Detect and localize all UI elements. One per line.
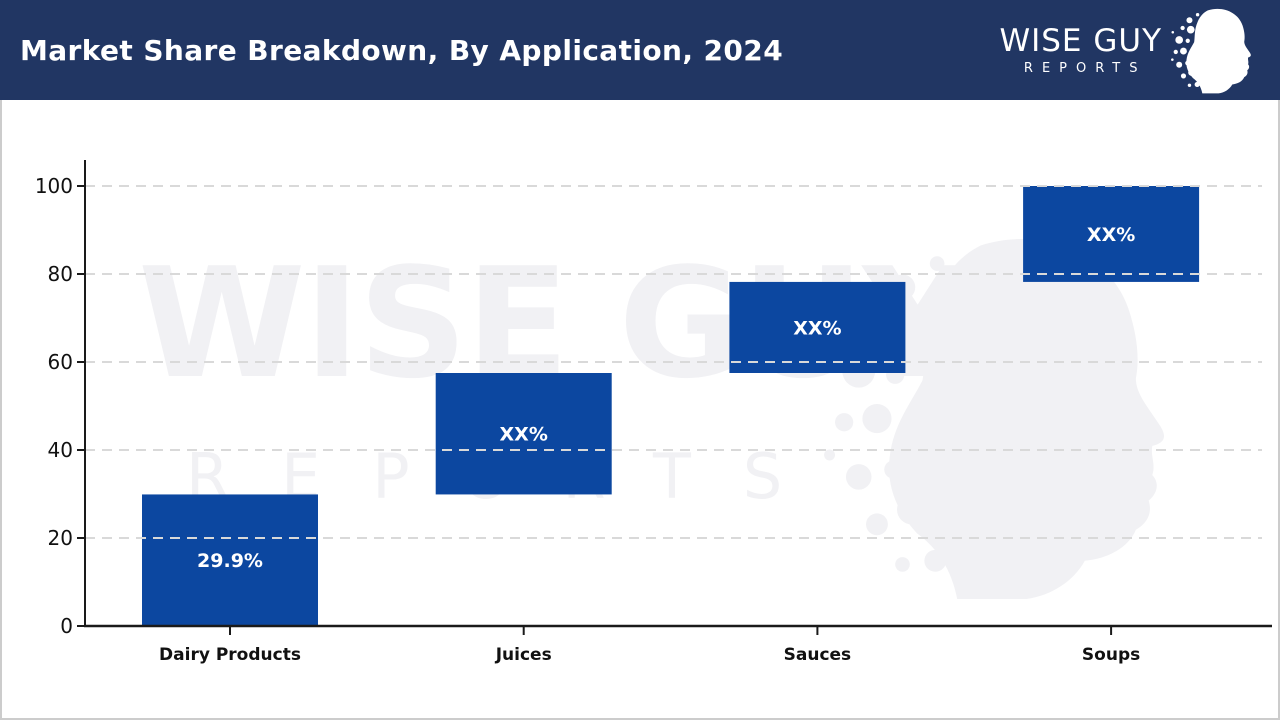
bar-value-label: XX%: [1087, 224, 1135, 246]
bar-value-label: XX%: [500, 424, 548, 446]
x-tick-label: Sauces: [784, 645, 852, 665]
x-tick-label: Dairy Products: [159, 645, 301, 665]
x-tick-label: Juices: [495, 645, 552, 665]
logo-name: WISE GUY: [999, 22, 1162, 59]
y-tick-label: 60: [48, 350, 73, 374]
logo-text: WISE GUY REPORTS: [999, 22, 1162, 76]
x-tick-label: Soups: [1082, 645, 1140, 665]
y-tick-label: 100: [35, 174, 73, 198]
logo-subtitle: REPORTS: [1023, 60, 1147, 76]
wiseguy-face-icon: [1171, 8, 1251, 94]
page-border-right: [1278, 100, 1280, 720]
page-border-left: [0, 100, 2, 720]
y-tick-label: 40: [48, 438, 73, 462]
bar: [435, 373, 612, 495]
chart-title: Market Share Breakdown, By Application, …: [20, 33, 784, 67]
bar: [1023, 186, 1200, 282]
page-border-bottom: [0, 718, 1280, 720]
bar: [729, 281, 906, 373]
bar-value-label: XX%: [793, 317, 841, 339]
y-tick-label: 0: [60, 614, 73, 638]
y-tick-label: 20: [48, 526, 73, 550]
wiseguy-logo: WISE GUY REPORTS: [999, 4, 1254, 96]
bar: [142, 494, 318, 626]
header-bar: Market Share Breakdown, By Application, …: [0, 0, 1280, 100]
y-tick-label: 80: [48, 262, 73, 286]
bar-value-label: 29.9%: [197, 550, 263, 572]
